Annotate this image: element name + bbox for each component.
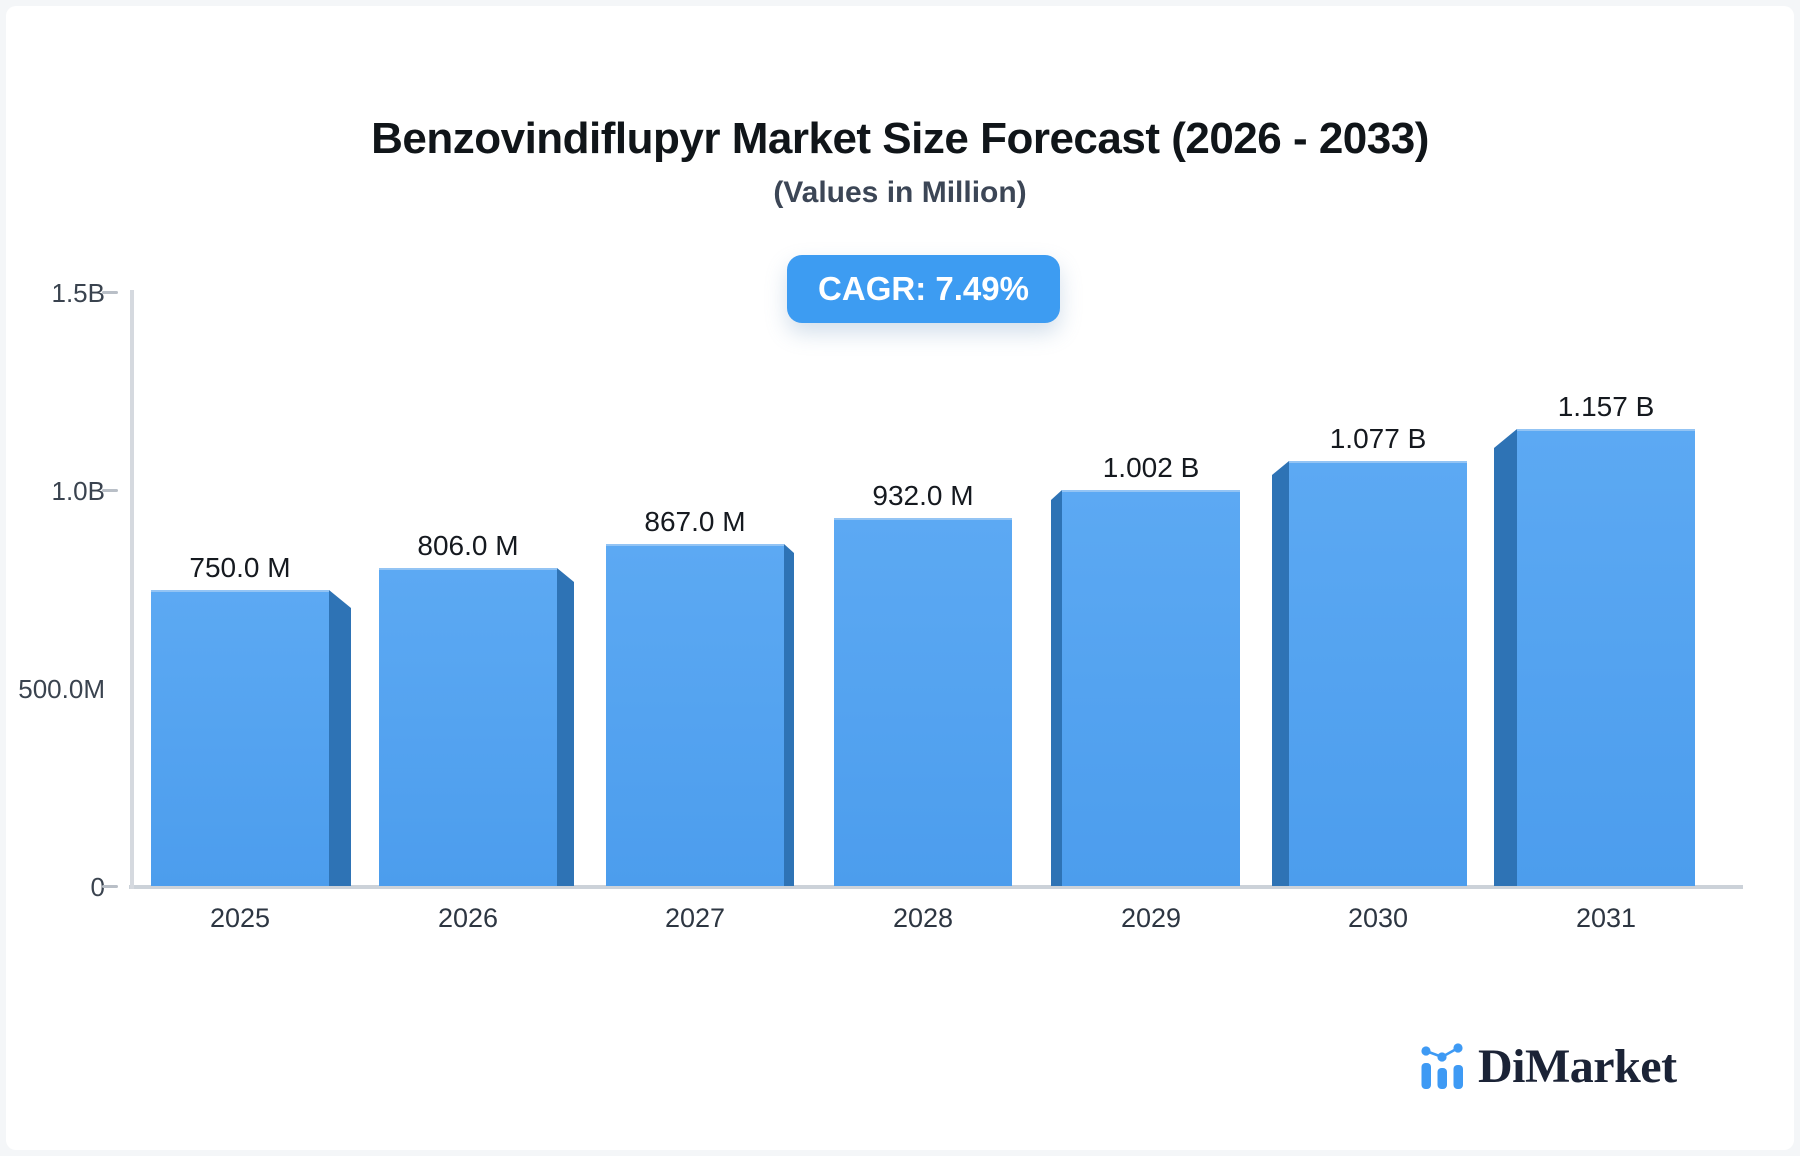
x-axis-label: 2028 (892, 903, 954, 933)
bar-2031 (1517, 429, 1695, 886)
x-axis-label: 2027 (664, 903, 726, 933)
chart-title: Benzovindiflupyr Market Size Forecast (2… (371, 114, 1429, 163)
bar-value-label: 806.0 M (417, 530, 519, 561)
bar-2028 (834, 518, 1012, 886)
cagr-badge-label: CAGR: 7.49% (818, 270, 1029, 307)
x-axis-label: 2026 (437, 903, 499, 933)
y-axis-tick-label: 0 (90, 872, 105, 902)
x-axis-label: 2025 (209, 903, 271, 933)
y-axis-tick-dash (102, 489, 118, 492)
bar-value-label: 867.0 M (644, 506, 746, 537)
bar-3d-side (784, 544, 794, 886)
y-axis-tick-label: 1.0B (51, 476, 106, 506)
y-axis-tick-dash (102, 885, 118, 888)
bar-2025 (151, 590, 329, 886)
bar-3d-side (1494, 429, 1517, 886)
bar-chart-trend-icon (1421, 1043, 1463, 1089)
plot-area: 1.5B 1.0B 500.0M 0 750.0 M 2025 806.0 M 2026 867… (6, 6, 1794, 1150)
brand-logo: DiMarket (1418, 1038, 1677, 1094)
bar-value-label: 932.0 M (872, 480, 974, 511)
cagr-badge: CAGR: 7.49% (787, 255, 1060, 323)
x-axis-line (129, 885, 1743, 889)
bar-3d-side (557, 568, 574, 886)
bar-3d-side (329, 590, 351, 886)
chart-subtitle: (Values in Million) (773, 176, 1027, 209)
y-axis-tick-dash (102, 291, 118, 294)
bar-value-label: 1.002 B (1102, 452, 1200, 483)
bar-2026 (379, 568, 557, 886)
bar-value-label: 750.0 M (189, 552, 291, 583)
bar-2027 (606, 544, 784, 886)
x-axis-label: 2031 (1575, 903, 1637, 933)
y-axis-line (130, 290, 134, 889)
bar-value-label: 1.157 B (1557, 391, 1655, 422)
y-axis-tick-label: 500.0M (18, 674, 105, 704)
chart-card: Benzovindiflupyr Market Size Forecast (2… (6, 6, 1794, 1150)
bar-3d-side (1272, 461, 1289, 886)
x-axis-label: 2030 (1347, 903, 1409, 933)
bar-2029 (1062, 490, 1240, 886)
bar-value-label: 1.077 B (1329, 423, 1427, 454)
brand-wordmark: DiMarket (1478, 1039, 1677, 1093)
x-axis-label: 2029 (1120, 903, 1182, 933)
y-axis-tick-label: 1.5B (51, 278, 106, 308)
bar-2030 (1289, 461, 1467, 886)
bar-3d-side (1051, 490, 1062, 886)
